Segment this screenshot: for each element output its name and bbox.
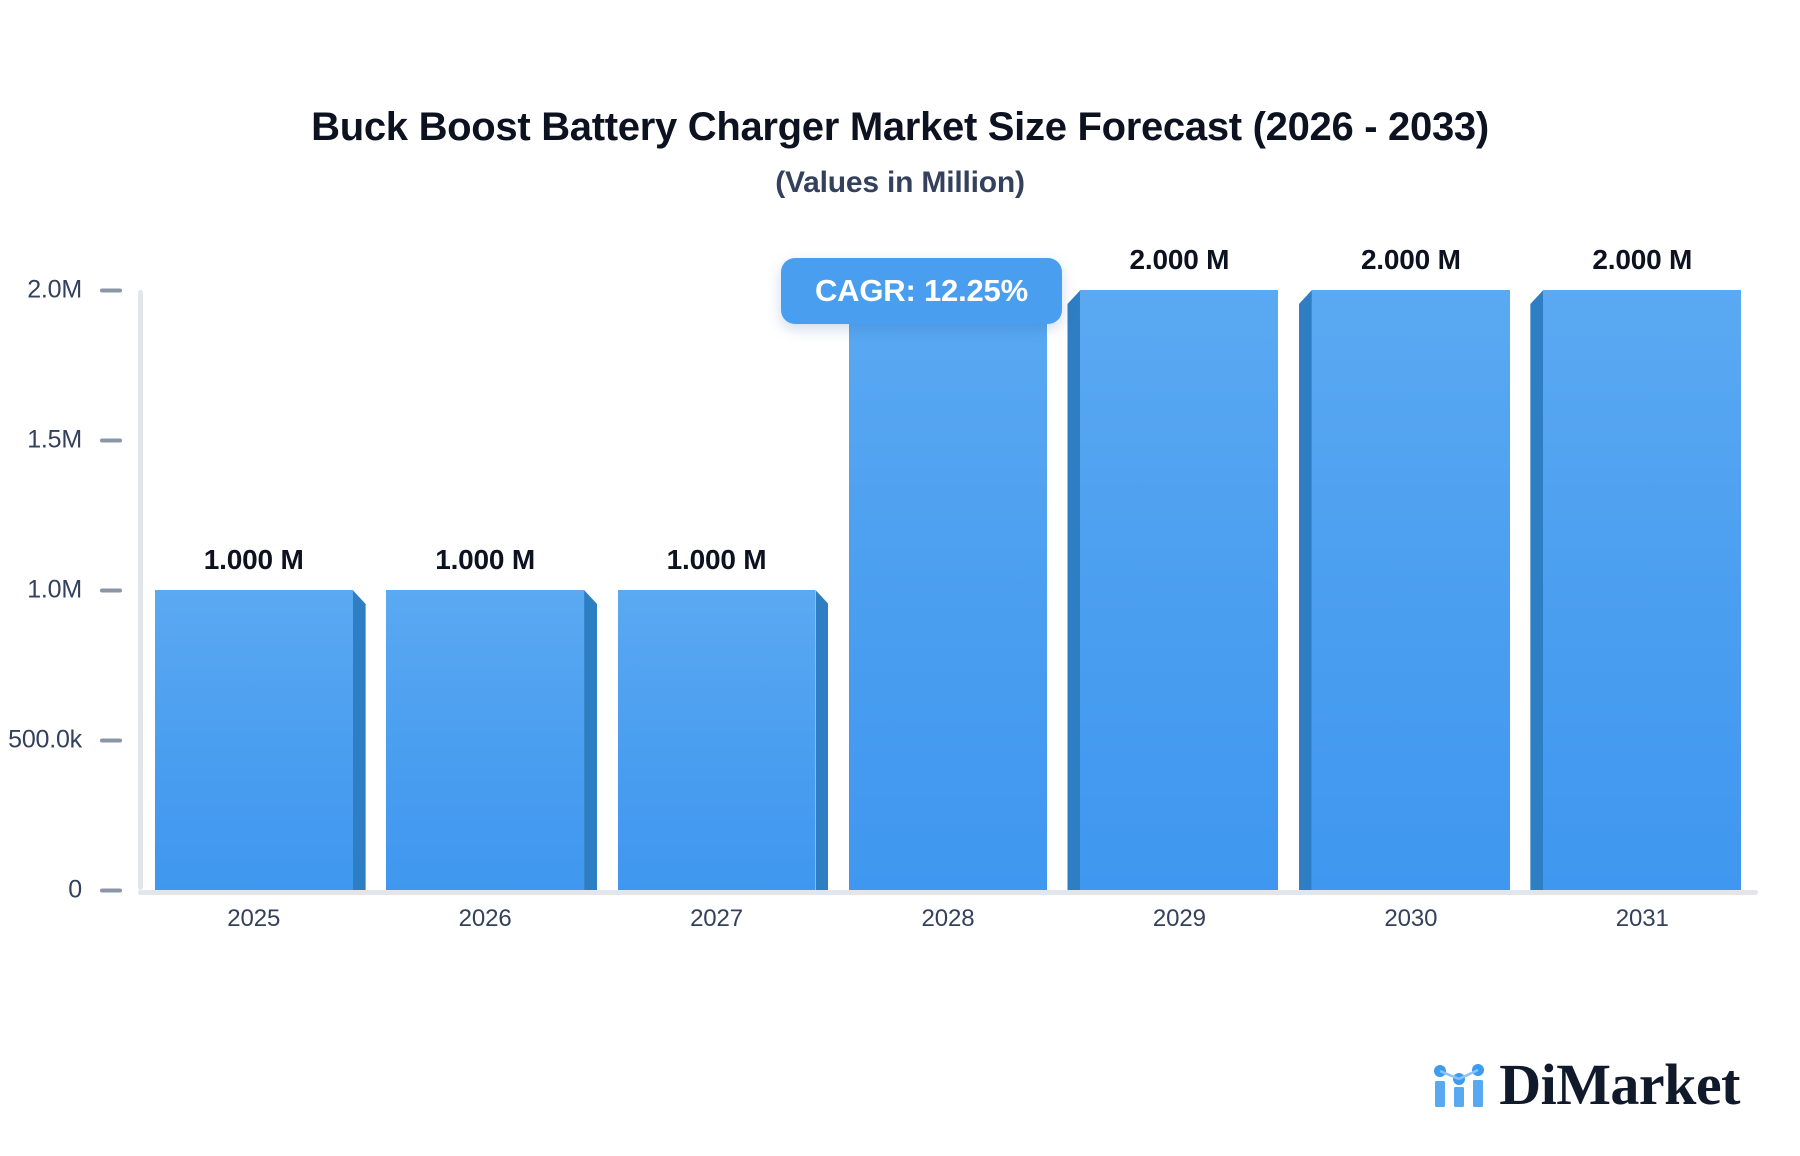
x-axis-label: 2027: [690, 905, 744, 932]
bar[interactable]: [154, 590, 366, 890]
bar-column[interactable]: 2.000 M: [1530, 244, 1742, 890]
bar-value-label: 1.000 M: [435, 544, 536, 575]
bar-value-label: 1.000 M: [203, 544, 304, 575]
bar-column[interactable]: 1.000 M: [617, 290, 829, 890]
y-axis-tick-mark: [100, 438, 122, 442]
x-axis-labels: 2025 2026 2027 2028 2029 2030 2031: [138, 905, 1758, 945]
x-axis-label: 2030: [1384, 905, 1438, 932]
bar-series: 1.000 M 1.000 M 1.000 M 2.000 M 2.000 M 2.000…: [138, 244, 1758, 890]
chart-header: Buck Boost Battery Charger Market Size F…: [0, 104, 1800, 200]
y-axis-tick-mark: [100, 888, 122, 892]
bar-front-face: [1311, 290, 1510, 890]
bar-column[interactable]: 1.000 M: [386, 290, 598, 890]
brand-logo: DiMarket: [1433, 1056, 1740, 1114]
plot-area: 0 500.0k 1.0M 1.5M 2.0M 1.000 M 1.000 M 1.000 …: [8, 244, 1758, 904]
bar-column[interactable]: 2.000 M: [1298, 244, 1510, 890]
bar[interactable]: [1067, 290, 1279, 890]
y-axis-tick-label: 500.0k: [8, 725, 82, 754]
cagr-badge: CAGR: 12.25%: [781, 258, 1062, 324]
bar-side-face: [584, 590, 598, 890]
bar-front-face: [617, 590, 816, 890]
y-axis-tick-mark: [100, 738, 122, 742]
bar-front-face: [154, 590, 353, 890]
x-axis-label: 2028: [921, 905, 975, 932]
x-axis-label: 2025: [227, 905, 281, 932]
bar-value-label: 2.000 M: [1129, 244, 1230, 275]
x-axis-label: 2031: [1615, 905, 1669, 932]
bar-column[interactable]: 2.000 M: [1067, 244, 1279, 890]
y-axis-tick-mark: [100, 588, 122, 592]
y-axis-tick-label: 2.0M: [27, 275, 82, 304]
x-axis-label: 2029: [1152, 905, 1206, 932]
bar-chart-logo-icon: [1434, 1064, 1485, 1107]
y-axis-tick-label: 0: [68, 875, 82, 904]
bar[interactable]: [1298, 290, 1510, 890]
y-axis-tick-label: 1.0M: [27, 575, 82, 604]
bar-side-face: [1067, 290, 1081, 890]
bar-side-face: [1298, 290, 1312, 890]
x-axis-line: [138, 890, 1758, 895]
bar-side-face: [352, 590, 366, 890]
y-axis-tick: 2.0M: [27, 276, 138, 305]
brand-name: DiMarket: [1499, 1052, 1740, 1117]
y-axis-tick: 500.0k: [8, 726, 138, 755]
y-axis-tick-mark: [100, 288, 122, 292]
bar-column[interactable]: 2.000 M: [849, 290, 1047, 890]
y-axis-line: [138, 290, 143, 890]
bar[interactable]: [1530, 290, 1742, 890]
chart-subtitle: (Values in Million): [775, 166, 1025, 199]
bar[interactable]: [386, 590, 598, 890]
bar-front-face: [1543, 290, 1742, 890]
y-axis-tick: 1.0M: [27, 576, 138, 605]
bar-side-face: [1530, 290, 1544, 890]
bar-front-face: [849, 290, 1047, 890]
bar-value-label: 2.000 M: [1360, 244, 1461, 275]
bar-side-face: [815, 590, 829, 890]
bar-value-label: 1.000 M: [666, 544, 767, 575]
bar-value-label: 2.000 M: [1592, 244, 1693, 275]
y-axis-tick: 1.5M: [27, 426, 138, 455]
bar[interactable]: [849, 290, 1047, 890]
bar[interactable]: [617, 590, 829, 890]
bar-front-face: [386, 590, 585, 890]
y-axis-tick: 0: [68, 876, 138, 905]
bar-front-face: [1080, 290, 1279, 890]
bar-column[interactable]: 1.000 M: [154, 290, 366, 890]
x-axis-label: 2026: [458, 905, 512, 932]
y-axis-tick-label: 1.5M: [27, 425, 82, 454]
page-title: Buck Boost Battery Charger Market Size F…: [311, 105, 1489, 149]
